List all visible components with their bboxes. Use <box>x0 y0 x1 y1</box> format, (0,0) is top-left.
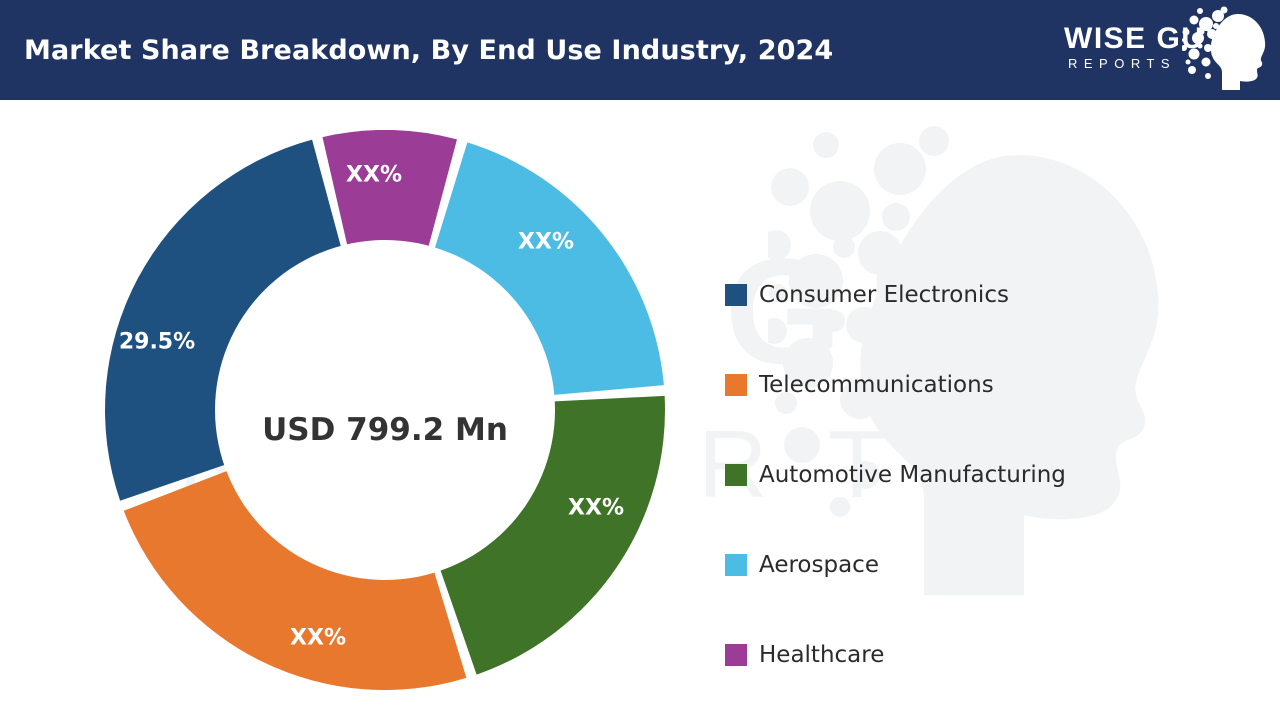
legend-item-healthcare[interactable]: Healthcare <box>725 610 1145 700</box>
donut-center-value: USD 799.2 Mn <box>262 412 508 448</box>
brand-logo: WISE GUY REPORTS <box>1062 6 1274 94</box>
slice-label-telecommunications: XX% <box>290 625 346 651</box>
donut-chart: USD 799.2 Mn 29.5% XX% XX% XX% XX% <box>105 129 665 691</box>
donut-chart-svg <box>105 129 665 691</box>
slice-label-consumer-electronics: 29.5% <box>118 329 196 355</box>
legend-label: Automotive Manufacturing <box>759 462 1066 488</box>
donut-hole <box>215 240 555 580</box>
legend-label: Aerospace <box>759 552 879 578</box>
legend-swatch-icon <box>725 464 747 486</box>
page-title: Market Share Breakdown, By End Use Indus… <box>24 34 834 66</box>
legend-label: Consumer Electronics <box>759 282 1009 308</box>
legend-item-telecommunications[interactable]: Telecommunications <box>725 340 1145 430</box>
legend-item-automotive-manufacturing[interactable]: Automotive Manufacturing <box>725 430 1145 520</box>
legend-item-consumer-electronics[interactable]: Consumer Electronics <box>725 250 1145 340</box>
legend-item-aerospace[interactable]: Aerospace <box>725 520 1145 610</box>
legend-label: Telecommunications <box>759 372 994 398</box>
legend-label: Healthcare <box>759 642 885 668</box>
slice-label-healthcare: XX% <box>346 162 402 188</box>
chart-canvas: WISE GUY REPORTS <box>0 100 1280 720</box>
chart-legend: Consumer Electronics Telecommunications … <box>725 250 1145 700</box>
slice-label-automotive-manufacturing: XX% <box>568 495 624 521</box>
legend-swatch-icon <box>725 374 747 396</box>
page-header: Market Share Breakdown, By End Use Indus… <box>0 0 1280 100</box>
legend-swatch-icon <box>725 284 747 306</box>
legend-swatch-icon <box>725 644 747 666</box>
legend-swatch-icon <box>725 554 747 576</box>
slice-label-aerospace: XX% <box>518 229 574 255</box>
dotted-head-profile-icon <box>1182 6 1266 90</box>
logo-submark: REPORTS <box>1068 56 1177 71</box>
